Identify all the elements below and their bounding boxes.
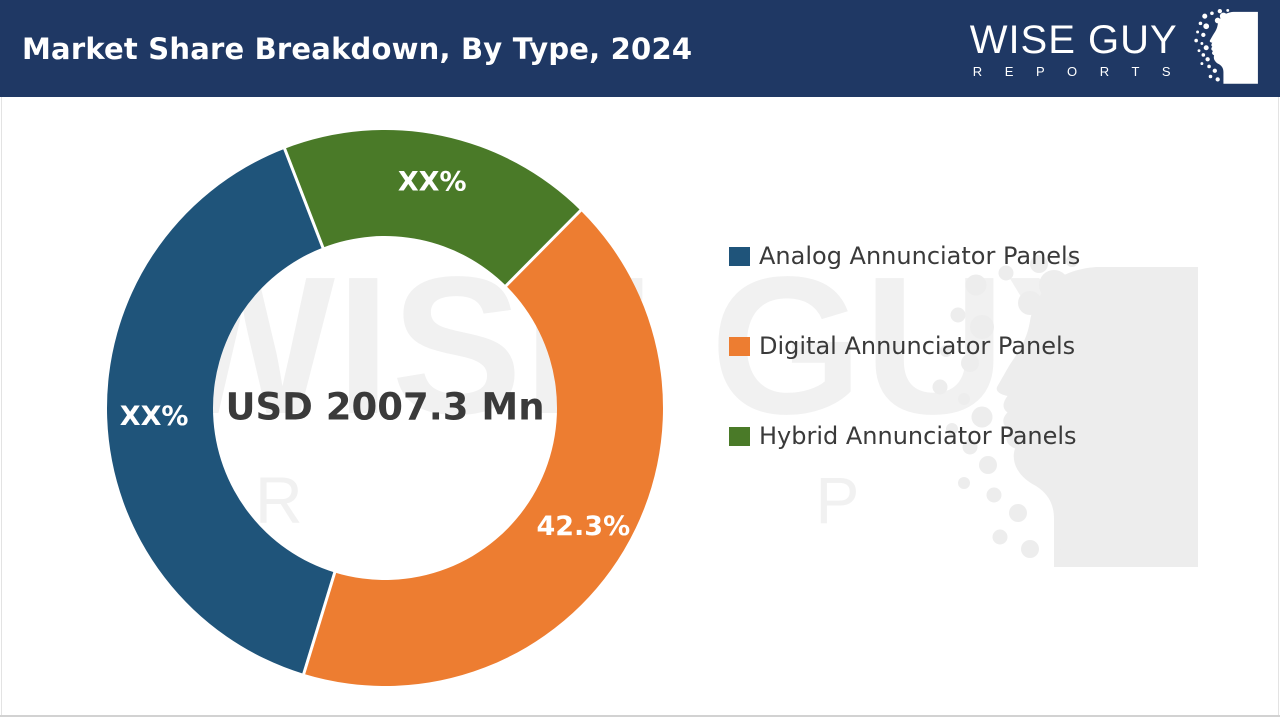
logo-face-icon <box>1194 9 1258 84</box>
page-title: Market Share Breakdown, By Type, 2024 <box>22 31 693 66</box>
legend-label: Hybrid Annunciator Panels <box>759 422 1077 450</box>
bottom-border <box>0 715 1280 717</box>
legend-swatch <box>729 426 750 446</box>
legend-item-analog-annunciator-panels: Analog Annunciator Panels <box>729 240 1080 272</box>
slice-label-hybrid-annunciator-panels: XX% <box>398 166 467 197</box>
pie-slice-digital-annunciator-panels <box>303 210 663 687</box>
left-edge-border <box>1 97 2 716</box>
chart-legend: Analog Annunciator Panels Digital Annunci… <box>729 240 1080 510</box>
legend-label: Analog Annunciator Panels <box>759 242 1081 270</box>
slice-label-analog-annunciator-panels: XX% <box>120 401 189 432</box>
pie-slice-hybrid-annunciator-panels <box>284 130 581 286</box>
logo-wordmark: WISE GUY R E P O R T S <box>970 20 1180 78</box>
legend-swatch <box>729 336 750 356</box>
legend-label: Digital Annunciator Panels <box>759 332 1076 360</box>
slice-divider <box>282 147 325 250</box>
legend-item-hybrid-annunciator-panels: Hybrid Annunciator Panels <box>729 420 1080 452</box>
right-edge-border <box>1278 97 1279 716</box>
pie-slice-analog-annunciator-panels <box>107 148 335 674</box>
logo-line2: R E P O R T S <box>972 63 1180 79</box>
slice-divider <box>504 208 583 288</box>
header-bar: Market Share Breakdown, By Type, 2024 WI… <box>0 0 1280 97</box>
legend-swatch <box>729 246 750 266</box>
chart-center-value: USD 2007.3 Mn <box>225 385 545 429</box>
legend-item-digital-annunciator-panels: Digital Annunciator Panels <box>729 330 1080 362</box>
wise-guy-logo: WISE GUY R E P O R T S <box>970 9 1258 88</box>
logo-line1: WISE GUY <box>969 17 1178 62</box>
slice-label-digital-annunciator-panels: 42.3% <box>536 511 630 542</box>
slice-divider <box>301 571 337 676</box>
